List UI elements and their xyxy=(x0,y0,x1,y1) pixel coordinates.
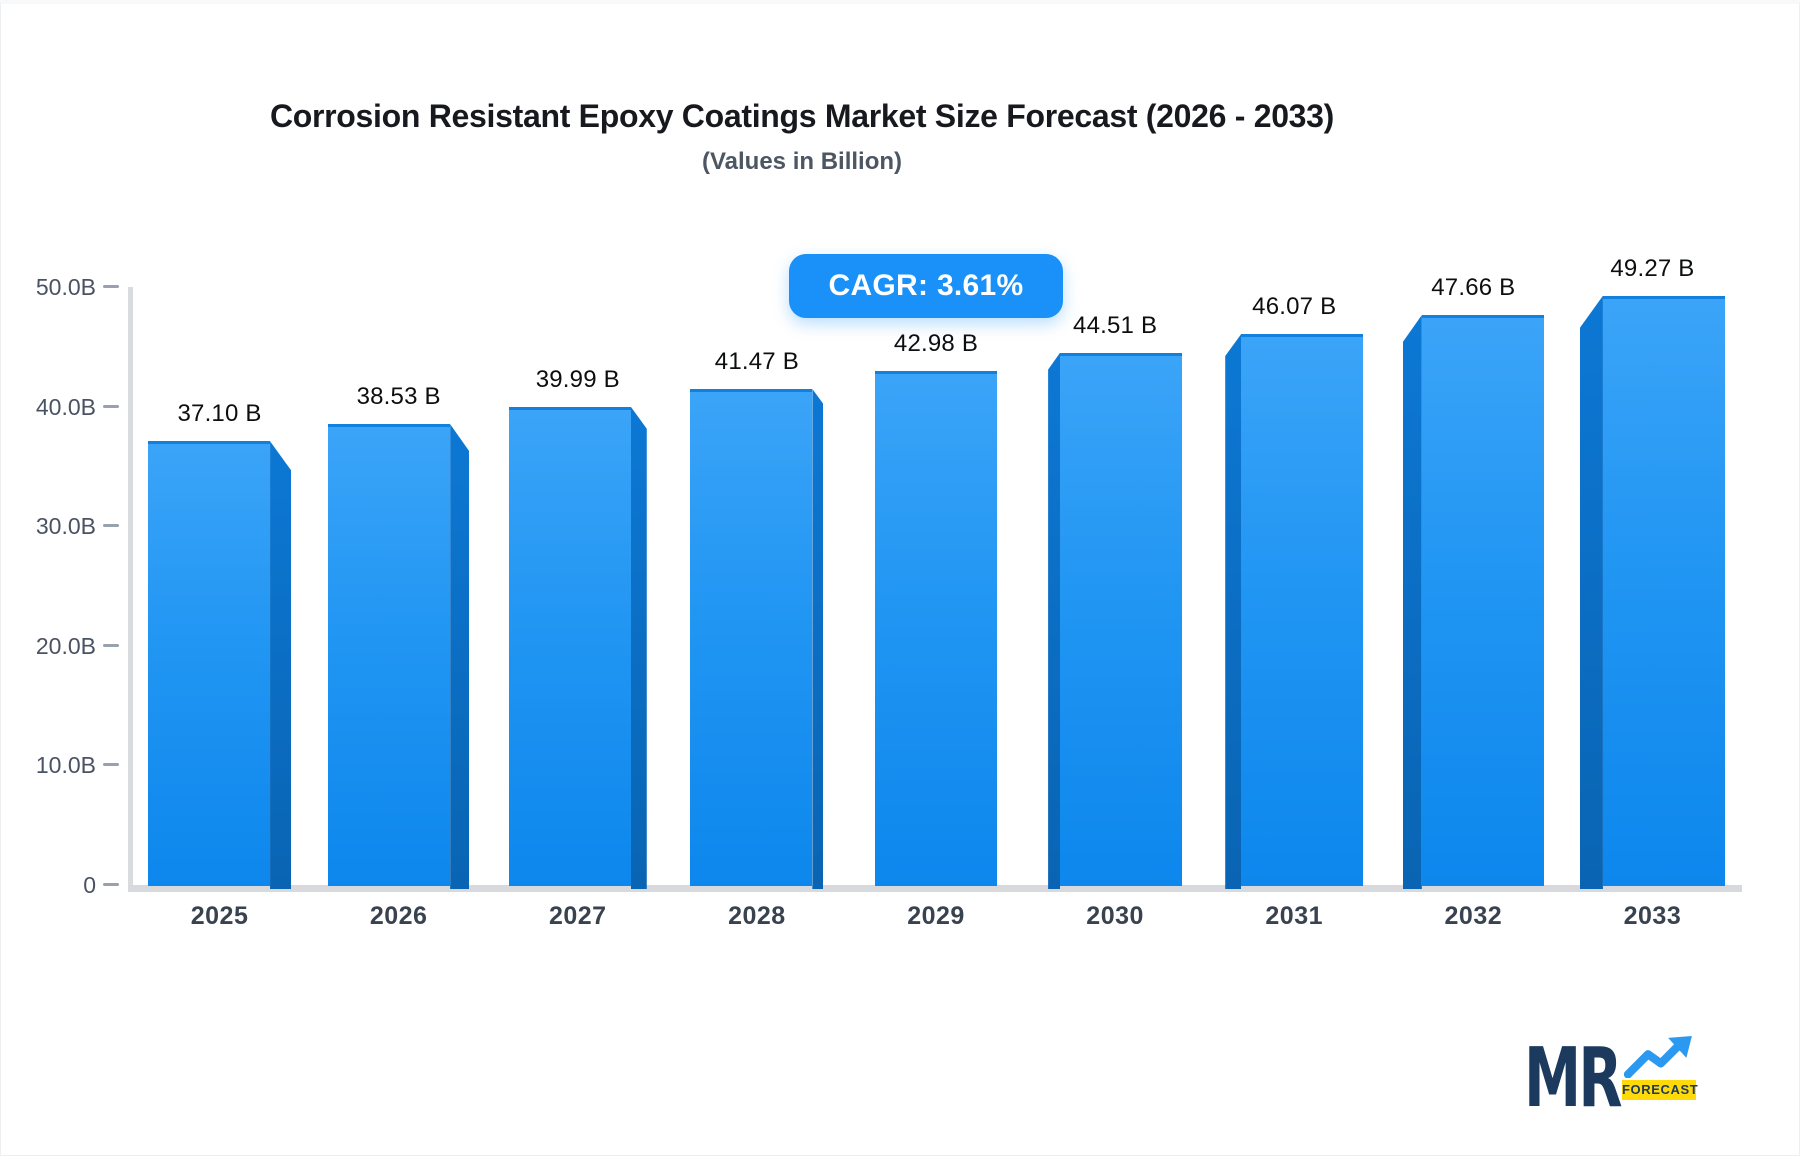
chart-title: Corrosion Resistant Epoxy Coatings Marke… xyxy=(269,98,1335,134)
bar-side-2028 xyxy=(812,389,824,889)
x-axis-label: 2027 xyxy=(548,902,607,930)
x-axis-label: 2028 xyxy=(728,902,786,930)
chart-subtitle: (Values in Billion) xyxy=(701,148,903,175)
bar-value-label: 44.51 B xyxy=(1073,311,1158,339)
bar-value-label: 37.10 B xyxy=(177,400,262,428)
y-axis-tick-mark xyxy=(103,883,119,886)
y-axis-tick-label: 30.0B xyxy=(35,513,96,540)
y-axis-tick-mark xyxy=(103,643,119,647)
mr-forecast-logo: MR FORECAST xyxy=(1524,1031,1704,1126)
bar-2025 xyxy=(148,441,271,886)
bar-value-label: 42.98 B xyxy=(893,329,979,357)
bar-2030 xyxy=(1060,352,1183,886)
x-axis-label: 2033 xyxy=(1623,902,1682,930)
y-axis-tick-label: 10.0B xyxy=(35,752,96,779)
bar-2032 xyxy=(1421,314,1544,886)
x-axis-baseline xyxy=(128,885,1742,892)
bar-2028 xyxy=(690,389,813,886)
bar-side-2032 xyxy=(1402,314,1422,889)
x-axis-label: 2032 xyxy=(1444,902,1503,930)
y-axis-tick-label: 20.0B xyxy=(35,632,96,659)
cagr-badge-label: CAGR: 3.61% xyxy=(828,269,1024,302)
bar-value-label: 41.47 B xyxy=(714,348,799,376)
bar-side-2030 xyxy=(1048,352,1061,889)
y-axis-tick-label: 40.0B xyxy=(35,393,96,420)
bar-value-label: 38.53 B xyxy=(356,383,441,411)
logo-mr-text: MR xyxy=(1524,1031,1623,1126)
bar-2027 xyxy=(508,406,631,886)
bar-side-2025 xyxy=(270,441,292,889)
y-axis-tick-label: 0 xyxy=(83,872,96,898)
bar-value-label: 49.27 B xyxy=(1610,254,1695,282)
logo-forecast-text: FORECAST xyxy=(1622,1080,1698,1100)
bar-side-2026 xyxy=(450,424,470,889)
bar-side-2031 xyxy=(1225,334,1242,889)
y-axis-tick-mark xyxy=(103,285,119,288)
bar-2031 xyxy=(1241,334,1364,886)
bar-2029 xyxy=(875,370,997,886)
y-axis-tick-mark xyxy=(103,763,119,767)
cagr-badge: CAGR: 3.61% xyxy=(789,254,1063,318)
x-axis-label: 2031 xyxy=(1265,902,1324,930)
x-axis-label: 2030 xyxy=(1086,902,1144,930)
bar-2033 xyxy=(1602,295,1725,886)
y-axis-tick-label: 50.0B xyxy=(35,274,96,300)
y-axis-line xyxy=(128,287,133,888)
x-axis-label: 2025 xyxy=(190,902,249,930)
bar-2026 xyxy=(328,424,451,886)
trend-arrow-icon xyxy=(1623,1036,1692,1078)
bar-value-label: 39.99 B xyxy=(535,365,620,393)
bar-side-2033 xyxy=(1579,295,1603,889)
y-axis-tick-mark xyxy=(103,524,119,528)
bar-value-label: 47.66 B xyxy=(1431,273,1516,301)
y-axis-tick-mark xyxy=(103,404,119,408)
x-axis-label: 2029 xyxy=(907,902,965,930)
window-top-edge xyxy=(0,0,1800,3)
bar-side-2027 xyxy=(630,406,647,889)
x-axis-label: 2026 xyxy=(369,902,428,930)
bar-value-label: 46.07 B xyxy=(1252,293,1337,320)
